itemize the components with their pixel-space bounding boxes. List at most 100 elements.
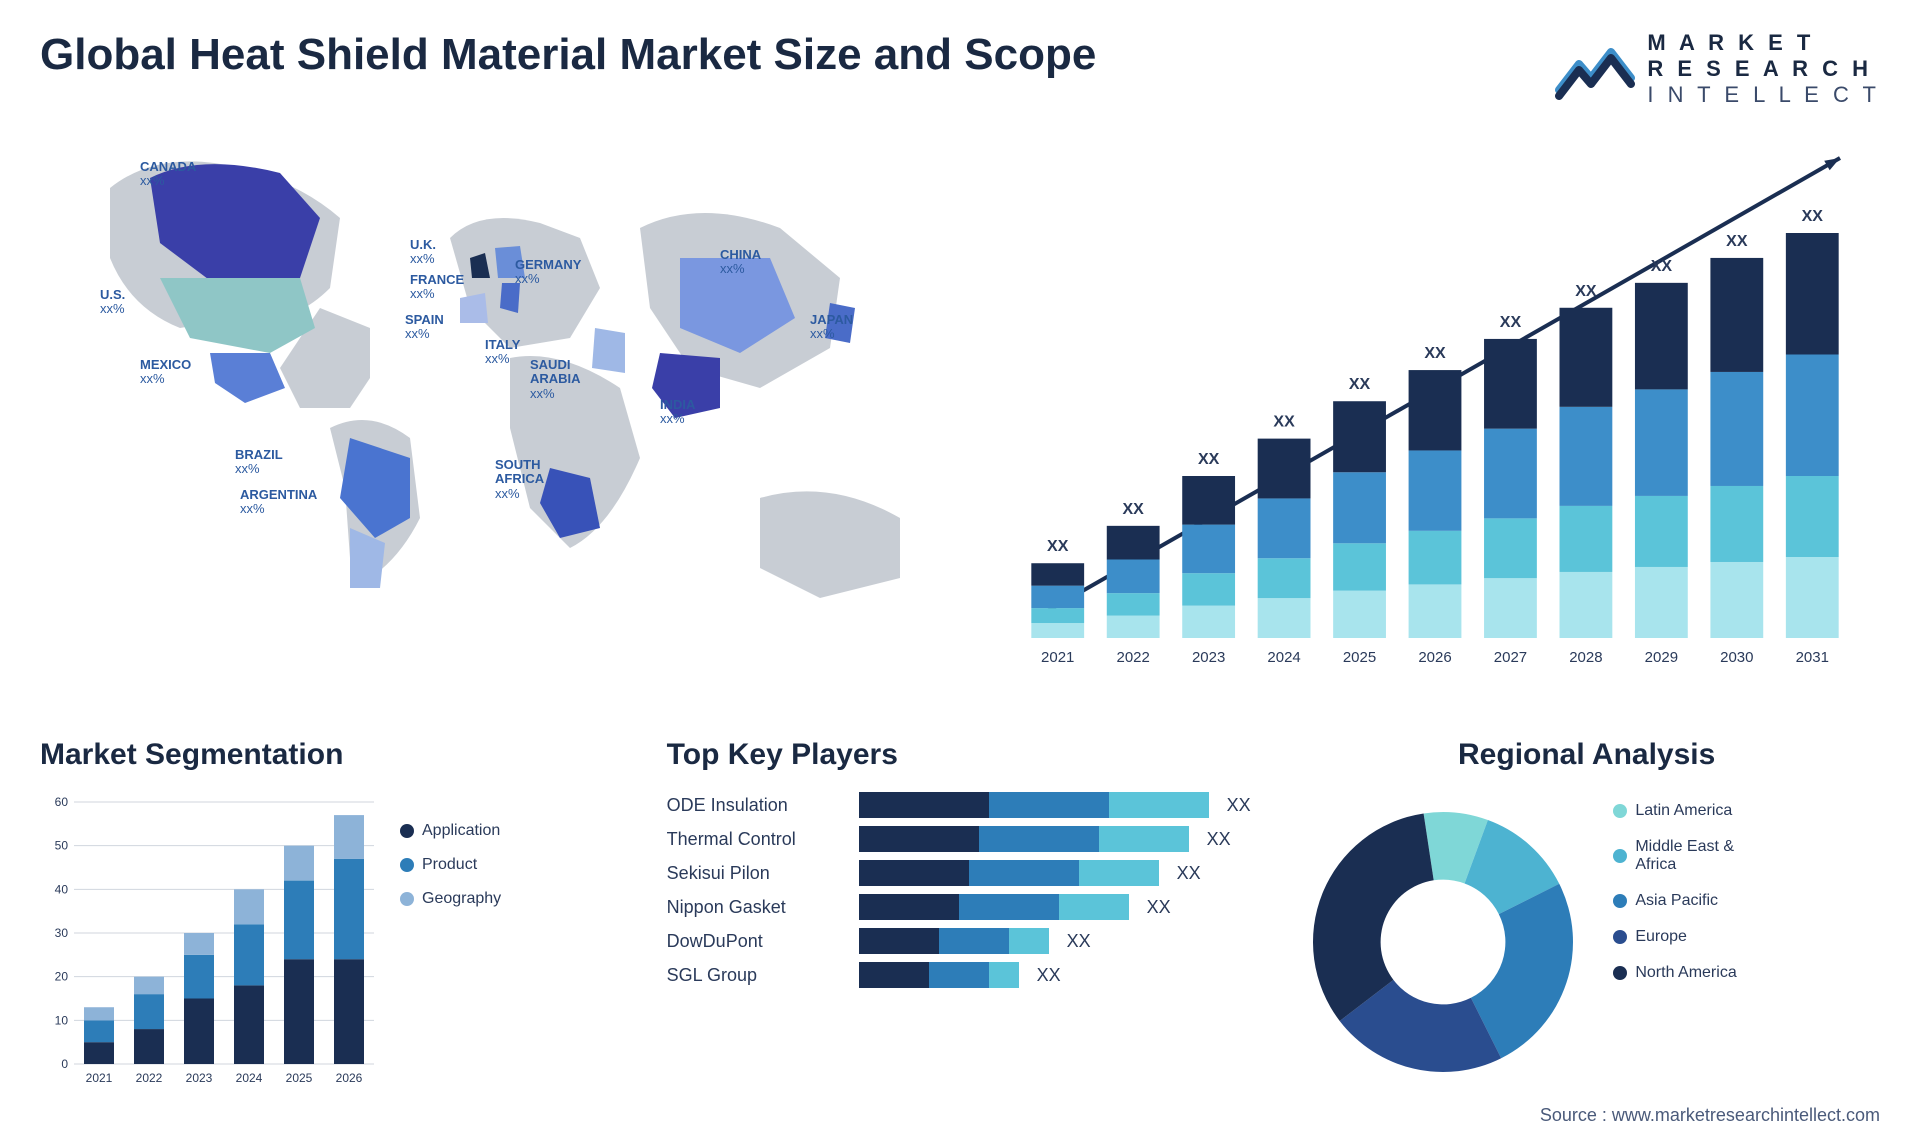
segmentation-title: Market Segmentation (40, 738, 627, 772)
svg-text:2022: 2022 (136, 1071, 163, 1085)
player-value: XX (1037, 965, 1061, 986)
map-label: SOUTHAFRICAxx% (495, 458, 544, 501)
legend-item: North America (1613, 964, 1736, 982)
player-name: Thermal Control (667, 829, 847, 850)
map-svg (40, 128, 940, 688)
map-label: MEXICOxx% (140, 358, 191, 387)
player-bar-segment (859, 928, 939, 954)
map-label: U.K.xx% (410, 238, 436, 267)
logo-text: M A R K E T R E S E A R C H I N T E L L … (1647, 30, 1880, 108)
legend-label: Application (422, 822, 500, 840)
svg-text:2031: 2031 (1796, 649, 1829, 666)
legend-item: Europe (1613, 928, 1736, 946)
legend-dot-icon (1613, 966, 1627, 980)
svg-text:XX: XX (1726, 233, 1748, 250)
player-bar (859, 894, 1129, 920)
svg-text:2029: 2029 (1645, 649, 1678, 666)
legend-dot-icon (400, 858, 414, 872)
player-bar-segment (969, 860, 1079, 886)
player-row: ODE Insulation XX (667, 792, 1254, 818)
svg-text:2026: 2026 (336, 1071, 363, 1085)
player-name: DowDuPont (667, 931, 847, 952)
page-title: Global Heat Shield Material Market Size … (40, 30, 1096, 80)
legend-dot-icon (400, 892, 414, 906)
regional-panel: Regional Analysis Latin America Middle Ea… (1293, 738, 1880, 1092)
svg-text:2021: 2021 (1041, 649, 1074, 666)
regional-title: Regional Analysis (1293, 738, 1880, 772)
legend-label: Geography (422, 890, 501, 908)
svg-text:2021: 2021 (86, 1071, 113, 1085)
svg-text:20: 20 (55, 970, 69, 984)
map-label: SPAINxx% (405, 313, 444, 342)
player-row: SGL Group XX (667, 962, 1254, 988)
svg-text:2027: 2027 (1494, 649, 1527, 666)
svg-text:2030: 2030 (1720, 649, 1753, 666)
svg-text:30: 30 (55, 926, 69, 940)
svg-text:XX: XX (1123, 501, 1145, 518)
segmentation-chart-svg: 0102030405060202120222023202420252026 (40, 792, 380, 1092)
world-map: CANADAxx%U.S.xx%MEXICOxx%BRAZILxx%ARGENT… (40, 128, 940, 688)
growth-chart-svg: XX2021XX2022XX2023XX2024XX2025XX2026XX20… (980, 128, 1880, 688)
growth-chart: XX2021XX2022XX2023XX2024XX2025XX2026XX20… (980, 128, 1880, 688)
map-label: CANADAxx% (140, 160, 196, 189)
map-label: BRAZILxx% (235, 448, 283, 477)
svg-text:2024: 2024 (236, 1071, 263, 1085)
legend-item: Middle East &Africa (1613, 838, 1736, 874)
player-row: Sekisui Pilon XX (667, 860, 1254, 886)
map-label: CHINAxx% (720, 248, 761, 277)
svg-text:XX: XX (1349, 376, 1371, 393)
player-name: ODE Insulation (667, 795, 847, 816)
legend-label: Asia Pacific (1635, 892, 1718, 910)
svg-text:60: 60 (55, 795, 69, 809)
player-value: XX (1067, 931, 1091, 952)
legend-item: Latin America (1613, 802, 1736, 820)
svg-text:2023: 2023 (186, 1071, 213, 1085)
svg-text:XX: XX (1273, 414, 1295, 431)
player-bar-segment (859, 894, 959, 920)
top-row: CANADAxx%U.S.xx%MEXICOxx%BRAZILxx%ARGENT… (40, 128, 1880, 688)
svg-text:10: 10 (55, 1013, 69, 1027)
svg-text:2024: 2024 (1267, 649, 1300, 666)
map-label: INDIAxx% (660, 398, 695, 427)
player-bar-segment (859, 860, 969, 886)
svg-text:2026: 2026 (1418, 649, 1451, 666)
svg-text:XX: XX (1802, 208, 1824, 225)
segmentation-legend: Application Product Geography (400, 792, 501, 1092)
svg-text:2023: 2023 (1192, 649, 1225, 666)
player-bar (859, 792, 1209, 818)
player-value: XX (1227, 795, 1251, 816)
player-bar-segment (929, 962, 989, 988)
brand-logo: M A R K E T R E S E A R C H I N T E L L … (1555, 30, 1880, 108)
svg-text:XX: XX (1424, 345, 1446, 362)
regional-donut-svg (1293, 792, 1593, 1092)
svg-text:0: 0 (61, 1057, 68, 1071)
player-row: Nippon GasketXX (667, 894, 1254, 920)
svg-text:XX: XX (1500, 314, 1522, 331)
bottom-row: Market Segmentation 01020304050602021202… (40, 738, 1880, 1092)
map-label: U.S.xx% (100, 288, 125, 317)
key-players-panel: Top Key Players ODE InsulationXXThermal … (667, 738, 1254, 1092)
legend-item: Product (400, 856, 501, 874)
map-label: FRANCExx% (410, 273, 464, 302)
regional-legend: Latin America Middle East &Africa Asia Pac… (1613, 792, 1736, 982)
player-bar-segment (959, 894, 1059, 920)
legend-item: Geography (400, 890, 501, 908)
svg-text:XX: XX (1047, 538, 1069, 555)
player-bar-segment (1099, 826, 1189, 852)
legend-dot-icon (1613, 930, 1627, 944)
player-bar-segment (989, 962, 1019, 988)
legend-dot-icon (1613, 894, 1627, 908)
player-name: Sekisui Pilon (667, 863, 847, 884)
svg-text:2025: 2025 (1343, 649, 1376, 666)
player-bar (859, 928, 1049, 954)
svg-text:40: 40 (55, 882, 69, 896)
player-name: SGL Group (667, 965, 847, 986)
player-bar-segment (859, 792, 989, 818)
svg-text:XX: XX (1198, 451, 1220, 468)
legend-dot-icon (400, 824, 414, 838)
player-bar-segment (989, 792, 1109, 818)
player-bar (859, 962, 1019, 988)
player-bar-segment (859, 962, 929, 988)
player-bar-segment (979, 826, 1099, 852)
player-value: XX (1177, 863, 1201, 884)
